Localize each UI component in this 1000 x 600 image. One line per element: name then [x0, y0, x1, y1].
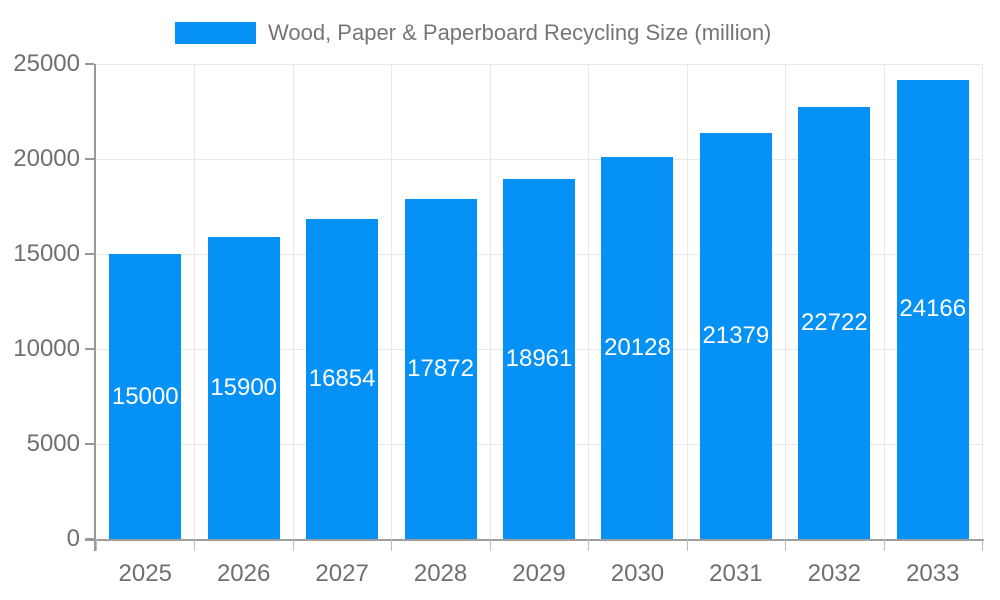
gridline-vertical	[785, 64, 787, 539]
x-axis-tick	[194, 539, 196, 551]
y-axis-tick	[85, 443, 94, 445]
bar[interactable]: 15000	[109, 254, 182, 539]
x-axis-category-label: 2032	[807, 560, 862, 587]
x-axis-tick	[292, 539, 294, 551]
bar-value-label: 17872	[407, 355, 474, 383]
y-axis-tick-label: 20000	[13, 145, 80, 172]
gridline-horizontal	[96, 159, 982, 160]
y-axis-line	[94, 64, 96, 551]
x-axis-category-label: 2028	[413, 560, 468, 587]
x-axis-line	[85, 539, 984, 541]
x-axis-tick	[686, 539, 688, 551]
legend[interactable]: Wood, Paper & Paperboard Recycling Size …	[175, 20, 772, 45]
gridline-horizontal	[96, 64, 982, 65]
x-axis-tick	[489, 539, 491, 551]
gridline-vertical	[982, 64, 983, 539]
legend-label[interactable]: Wood, Paper & Paperboard Recycling Size …	[268, 20, 772, 45]
bar-value-label: 24166	[899, 295, 967, 323]
gridline-vertical	[686, 64, 688, 539]
plot-area: 15000 15900 16854 17872 18961 20128 21379 22722…	[13, 50, 984, 587]
bar[interactable]: 20128	[601, 156, 674, 539]
x-axis-tick	[588, 539, 590, 551]
y-axis-tick-label: 15000	[13, 240, 80, 267]
bar-value-label: 21379	[702, 321, 770, 349]
legend-swatch[interactable]	[175, 22, 256, 44]
x-axis-category-label: 2031	[709, 560, 763, 587]
bar-value-label: 16854	[308, 364, 376, 392]
x-axis-tick	[982, 539, 983, 551]
bar[interactable]: 16854	[306, 218, 379, 539]
y-axis-tick-label: 25000	[13, 50, 80, 77]
x-axis-tick	[785, 539, 787, 551]
x-axis-category-label: 2029	[512, 560, 566, 587]
gridline-vertical	[292, 64, 294, 539]
bar[interactable]: 18961	[503, 178, 575, 539]
x-axis-category-label: 2025	[118, 560, 172, 587]
bar[interactable]: 17872	[404, 199, 477, 539]
bar-value-label: 20128	[604, 333, 671, 361]
x-axis-category-label: 2027	[315, 560, 369, 587]
x-axis-category-label: 2026	[216, 560, 271, 587]
y-axis-tick	[85, 63, 94, 65]
bar-value-label: 15900	[210, 373, 278, 401]
gridline-vertical	[391, 64, 393, 539]
bar[interactable]: 22722	[798, 107, 871, 539]
x-axis-tick	[96, 539, 97, 551]
gridline-vertical	[489, 64, 491, 539]
gridline-vertical	[588, 64, 590, 539]
x-axis-tick	[883, 539, 885, 551]
y-axis-tick	[85, 348, 94, 350]
bar[interactable]: 24166	[896, 79, 969, 539]
x-axis-category-label: 2030	[610, 560, 665, 587]
y-axis-tick	[85, 158, 94, 160]
x-axis-category-label: 2033	[906, 560, 960, 587]
y-axis-tick	[85, 538, 94, 540]
x-axis-tick	[391, 539, 393, 551]
y-axis-tick-label: 5000	[26, 430, 80, 457]
y-axis-tick	[85, 253, 94, 255]
y-axis-tick-label: 10000	[13, 335, 80, 362]
bar[interactable]: 15900	[207, 236, 280, 539]
bar-value-label: 15000	[111, 382, 179, 410]
bar-value-label: 22722	[800, 309, 868, 337]
gridline-vertical	[194, 64, 196, 539]
bar-value-label: 18961	[505, 344, 573, 372]
y-axis-tick-label: 0	[66, 525, 80, 552]
gridline-vertical	[883, 64, 885, 539]
bar[interactable]: 21379	[699, 132, 772, 539]
